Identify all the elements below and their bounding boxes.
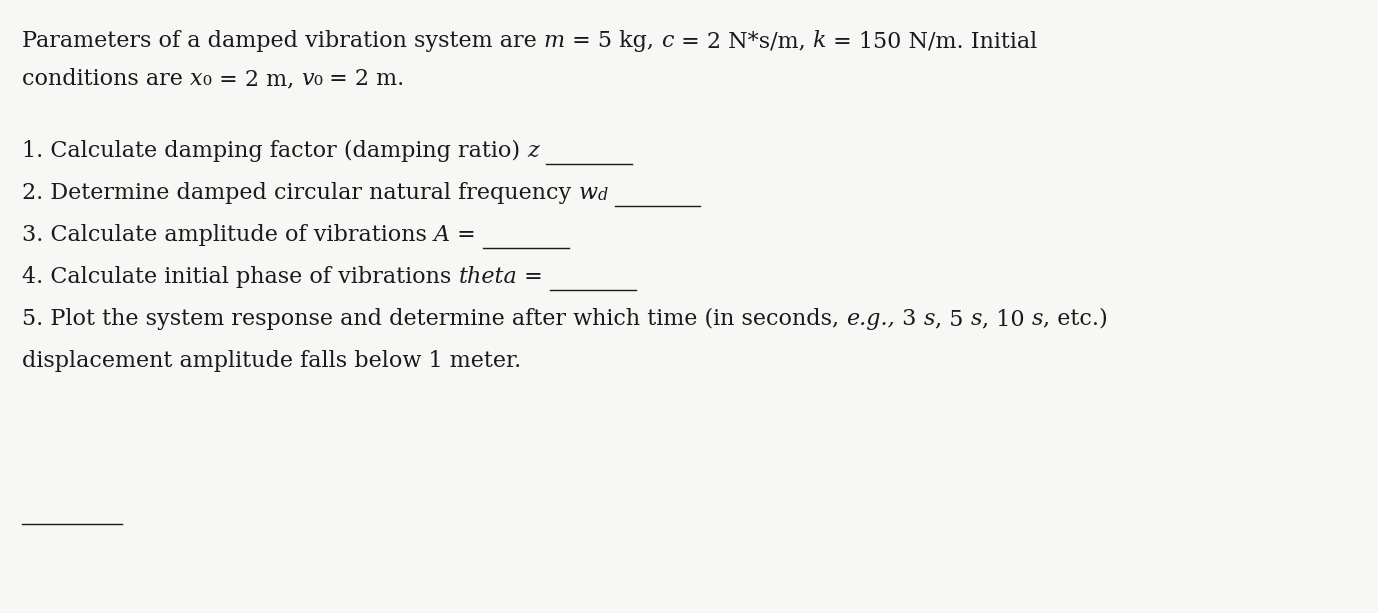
Text: = 2 m.: = 2 m. xyxy=(322,68,405,90)
Text: s: s xyxy=(970,308,981,330)
Text: 3. Calculate amplitude of vibrations: 3. Calculate amplitude of vibrations xyxy=(22,224,434,246)
Text: conditions are: conditions are xyxy=(22,68,190,90)
Text: =: = xyxy=(451,224,484,246)
Text: z: z xyxy=(528,140,539,162)
Text: d: d xyxy=(598,187,608,204)
Text: = 150 N/m. Initial: = 150 N/m. Initial xyxy=(825,30,1038,52)
Text: , etc.): , etc.) xyxy=(1043,308,1108,330)
Text: x: x xyxy=(190,68,203,90)
Text: s: s xyxy=(1032,308,1043,330)
Text: ₀: ₀ xyxy=(203,68,211,90)
Text: 4. Calculate initial phase of vibrations: 4. Calculate initial phase of vibrations xyxy=(22,266,459,288)
Text: = 5 kg,: = 5 kg, xyxy=(565,30,661,52)
Text: m: m xyxy=(544,30,565,52)
Text: A: A xyxy=(434,224,451,246)
Text: e.g.,: e.g., xyxy=(846,308,894,330)
Text: s: s xyxy=(923,308,934,330)
Text: c: c xyxy=(661,30,674,52)
Text: = 2 N*s/m,: = 2 N*s/m, xyxy=(674,30,813,52)
Text: =: = xyxy=(517,266,550,288)
Text: 5. Plot the system response and determine after which time (in seconds,: 5. Plot the system response and determin… xyxy=(22,308,846,330)
Text: Parameters of a damped vibration system are: Parameters of a damped vibration system … xyxy=(22,30,544,52)
Text: 3: 3 xyxy=(894,308,923,330)
Text: 2. Determine damped circular natural frequency: 2. Determine damped circular natural fre… xyxy=(22,182,579,204)
Text: 1. Calculate damping factor (damping ratio): 1. Calculate damping factor (damping rat… xyxy=(22,140,528,162)
Text: ₀: ₀ xyxy=(314,68,322,90)
Text: , 5: , 5 xyxy=(934,308,970,330)
Text: = 2 m,: = 2 m, xyxy=(211,68,300,90)
Text: k: k xyxy=(813,30,825,52)
Text: v: v xyxy=(300,68,314,90)
Text: w: w xyxy=(579,182,598,204)
Text: displacement amplitude falls below 1 meter.: displacement amplitude falls below 1 met… xyxy=(22,350,521,372)
Text: , 10: , 10 xyxy=(981,308,1032,330)
Text: theta: theta xyxy=(459,266,517,288)
